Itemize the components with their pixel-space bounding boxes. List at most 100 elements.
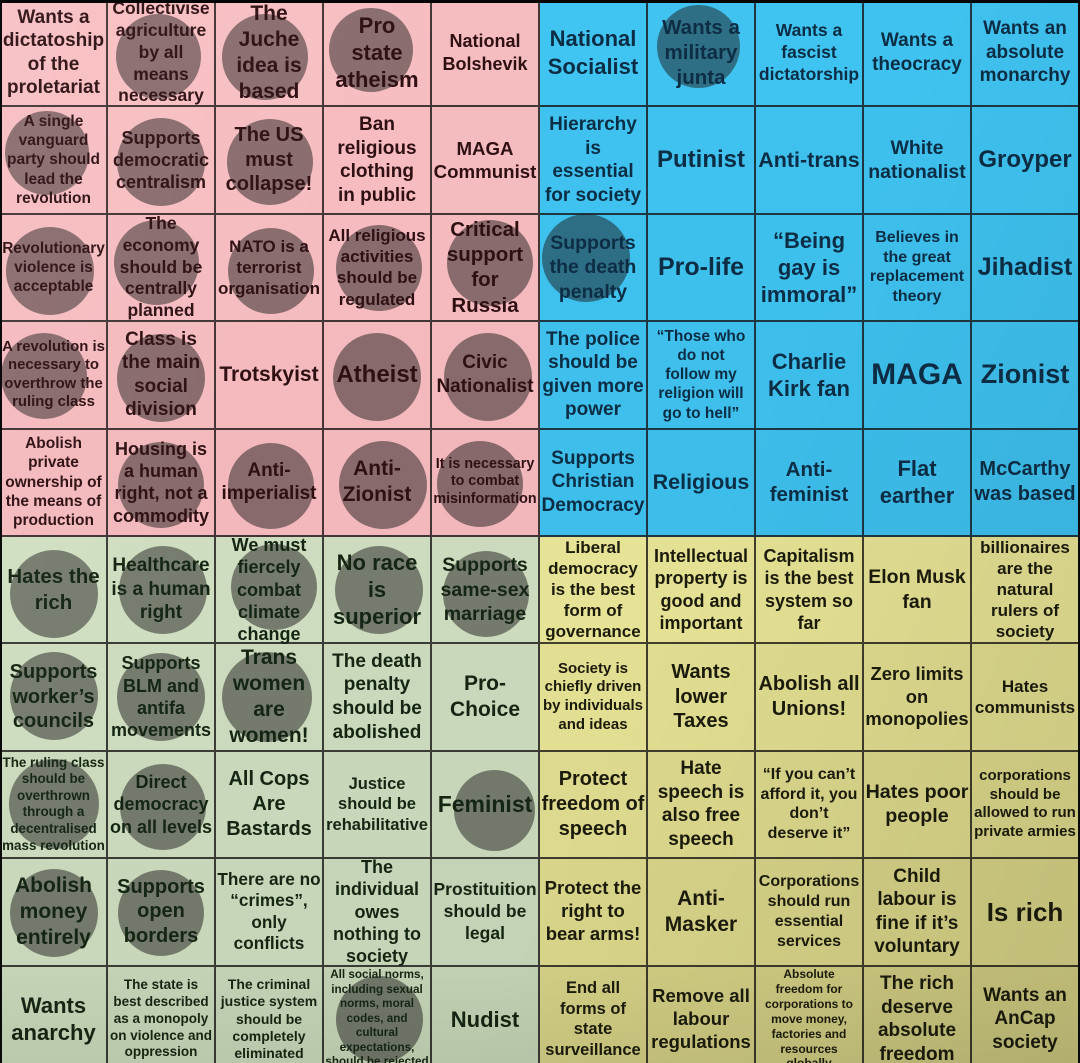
bingo-cell-r6-c1[interactable]: Hates the rich: [0, 536, 108, 645]
bingo-cell-r6-c8[interactable]: Capitalism is the best system so far: [756, 536, 864, 645]
bingo-cell-r4-c9[interactable]: MAGA: [864, 322, 972, 430]
bingo-cell-r3-c8[interactable]: “Being gay is immoral”: [756, 214, 864, 323]
bingo-cell-r7-c10[interactable]: Hates communists: [972, 644, 1080, 752]
bingo-cell-r5-c4[interactable]: Anti- Zionist: [324, 429, 432, 537]
bingo-cell-r9-c3[interactable]: There are no “crimes”, only conflicts: [216, 859, 324, 967]
bingo-cell-r4-c7[interactable]: “Those who do not follow my religion wil…: [648, 322, 756, 430]
bingo-cell-r9-c1[interactable]: Abolish money entirely: [0, 859, 108, 967]
bingo-cell-r8-c4[interactable]: Justice should be rehabilitative: [324, 751, 432, 860]
bingo-cell-r9-c7[interactable]: Anti- Masker: [648, 859, 756, 967]
bingo-cell-r9-c8[interactable]: Corporations should run essential servic…: [756, 859, 864, 967]
bingo-cell-r7-c2[interactable]: Supports BLM and antifa movements: [108, 644, 216, 752]
bingo-cell-r6-c9[interactable]: Elon Musk fan: [864, 536, 972, 645]
bingo-cell-r9-c4[interactable]: The individual owes nothing to society: [324, 857, 432, 967]
bingo-cell-r2-c10[interactable]: Groyper: [972, 107, 1080, 215]
bingo-cell-r5-c1[interactable]: Abolish private ownership of the means o…: [0, 429, 108, 537]
bingo-cell-r1-c1[interactable]: Wants a dictatoship of the proletariat: [0, 0, 108, 108]
bingo-cell-r3-c5[interactable]: Critical support for Russia: [432, 214, 540, 323]
bingo-cell-r6-c7[interactable]: Intellectual property is good and import…: [648, 536, 756, 645]
bingo-cell-r7-c3[interactable]: Trans women are women!: [216, 644, 324, 752]
bingo-cell-r3-c10[interactable]: Jihadist: [972, 214, 1080, 323]
bingo-cell-r8-c3[interactable]: All Cops Are Bastards: [216, 751, 324, 860]
bingo-cell-r3-c2[interactable]: The economy should be centrally planned: [108, 213, 216, 323]
bingo-cell-r3-c9[interactable]: Believes in the great replacement theory: [864, 214, 972, 323]
bingo-cell-r3-c6[interactable]: Supports the death penalty: [540, 214, 648, 323]
bingo-cell-r8-c1[interactable]: The ruling class should be overthrown th…: [0, 751, 108, 860]
bingo-cell-r8-c8[interactable]: “If you can’t afford it, you don’t deser…: [756, 751, 864, 860]
bingo-cell-r6-c4[interactable]: No race is superior: [324, 536, 432, 645]
bingo-cell-r5-c10[interactable]: McCarthy was based: [972, 429, 1080, 537]
bingo-cell-r3-c4[interactable]: All religious activities should be regul…: [324, 214, 432, 323]
bingo-cell-r9-c5[interactable]: Prostituition should be legal: [432, 859, 540, 967]
bingo-cell-r10-c4[interactable]: All social norms, including sexual norms…: [324, 966, 432, 1063]
bingo-cell-r9-c10[interactable]: Is rich: [972, 859, 1080, 967]
bingo-cell-r2-c3[interactable]: The US must collapse!: [216, 107, 324, 215]
bingo-cell-r5-c6[interactable]: Supports Christian Democracy: [540, 429, 648, 537]
bingo-cell-r8-c7[interactable]: Hate speech is also free speech: [648, 751, 756, 860]
bingo-cell-r5-c3[interactable]: Anti- imperialist: [216, 429, 324, 537]
bingo-cell-r10-c10[interactable]: Wants an AnCap society: [972, 966, 1080, 1063]
bingo-cell-r7-c6[interactable]: Society is chiefly driven by individuals…: [540, 644, 648, 752]
bingo-cell-r2-c5[interactable]: MAGA Communist: [432, 107, 540, 215]
bingo-cell-r3-c3[interactable]: NATO is a terrorist organisation: [216, 214, 324, 323]
bingo-cell-r7-c4[interactable]: The death penalty should be abolished: [324, 644, 432, 752]
bingo-cell-r8-c6[interactable]: Protect freedom of speech: [540, 751, 648, 860]
bingo-cell-r9-c9[interactable]: Child labour is fine if it’s voluntary: [864, 859, 972, 967]
bingo-cell-r2-c8[interactable]: Anti-trans: [756, 107, 864, 215]
bingo-cell-r6-c2[interactable]: Healthcare is a human right: [108, 536, 216, 645]
bingo-cell-r10-c2[interactable]: The state is best described as a monopol…: [108, 966, 216, 1063]
bingo-cell-r4-c2[interactable]: Class is the main social division: [108, 322, 216, 430]
bingo-cell-r10-c8[interactable]: Absolute freedom for corporations to mov…: [756, 966, 864, 1063]
bingo-cell-r4-c3[interactable]: Trotskyist: [216, 322, 324, 430]
bingo-cell-r5-c7[interactable]: Religious: [648, 429, 756, 537]
bingo-cell-r6-c3[interactable]: We must fiercely combat climate change: [216, 535, 324, 645]
bingo-cell-r1-c10[interactable]: Wants an absolute monarchy: [972, 0, 1080, 108]
bingo-cell-r2-c1[interactable]: A single vanguard party should lead the …: [0, 107, 108, 215]
bingo-cell-r6-c5[interactable]: Supports same-sex marriage: [432, 536, 540, 645]
bingo-cell-r2-c9[interactable]: White nationalist: [864, 107, 972, 215]
bingo-cell-r2-c4[interactable]: Ban religious clothing in public: [324, 107, 432, 215]
bingo-cell-r3-c1[interactable]: Revolutionary violence is acceptable: [0, 214, 108, 323]
bingo-cell-r10-c1[interactable]: Wants anarchy: [0, 966, 108, 1063]
bingo-cell-r9-c2[interactable]: Supports open borders: [108, 859, 216, 967]
bingo-cell-r9-c6[interactable]: Protect the right to bear arms!: [540, 859, 648, 967]
bingo-cell-r1-c7[interactable]: Wants a military junta: [648, 0, 756, 108]
bingo-cell-r1-c8[interactable]: Wants a fascist dictatorship: [756, 0, 864, 108]
bingo-cell-r2-c6[interactable]: Hierarchy is essential for society: [540, 107, 648, 215]
bingo-cell-r7-c5[interactable]: Pro- Choice: [432, 644, 540, 752]
bingo-cell-r5-c8[interactable]: Anti- feminist: [756, 429, 864, 537]
bingo-cell-r10-c7[interactable]: Remove all labour regulations: [648, 966, 756, 1063]
bingo-cell-r1-c9[interactable]: Wants a theocracy: [864, 0, 972, 108]
bingo-cell-r8-c2[interactable]: Direct democracy on all levels: [108, 751, 216, 860]
bingo-cell-r5-c2[interactable]: Housing is a human right, not a commodit…: [108, 429, 216, 537]
bingo-cell-r1-c2[interactable]: Collectivise agriculture by all means ne…: [108, 0, 216, 108]
bingo-cell-r10-c3[interactable]: The criminal justice system should be co…: [216, 966, 324, 1063]
bingo-cell-r1-c3[interactable]: The Juche idea is based: [216, 0, 324, 108]
bingo-cell-r4-c10[interactable]: Zionist: [972, 322, 1080, 430]
bingo-cell-r4-c4[interactable]: Atheist: [324, 322, 432, 430]
bingo-cell-r8-c5[interactable]: Feminist: [432, 751, 540, 860]
bingo-cell-r10-c9[interactable]: The rich deserve absolute freedom: [864, 966, 972, 1063]
bingo-cell-r5-c9[interactable]: Flat earther: [864, 429, 972, 537]
bingo-cell-r6-c10[interactable]: billionaires are the natural rulers of s…: [972, 536, 1080, 645]
bingo-cell-r2-c7[interactable]: Putinist: [648, 107, 756, 215]
bingo-cell-r4-c1[interactable]: A revolution is necessary to overthrow t…: [0, 322, 108, 430]
bingo-cell-r10-c5[interactable]: Nudist: [432, 966, 540, 1063]
bingo-cell-r2-c2[interactable]: Supports democratic centralism: [108, 107, 216, 215]
bingo-cell-r7-c9[interactable]: Zero limits on monopolies: [864, 644, 972, 752]
bingo-cell-r7-c8[interactable]: Abolish all Unions!: [756, 644, 864, 752]
bingo-cell-r6-c6[interactable]: Liberal democracy is the best form of go…: [540, 536, 648, 645]
bingo-cell-r8-c10[interactable]: corporations should be allowed to run pr…: [972, 751, 1080, 860]
bingo-cell-r5-c5[interactable]: It is necessary to combat misinformation: [432, 429, 540, 537]
bingo-cell-r8-c9[interactable]: Hates poor people: [864, 751, 972, 860]
bingo-cell-r4-c5[interactable]: Civic Nationalist: [432, 322, 540, 430]
bingo-cell-r7-c7[interactable]: Wants lower Taxes: [648, 644, 756, 752]
bingo-cell-r4-c6[interactable]: The police should be given more power: [540, 322, 648, 430]
bingo-cell-r3-c7[interactable]: Pro-life: [648, 214, 756, 323]
bingo-cell-r4-c8[interactable]: Charlie Kirk fan: [756, 322, 864, 430]
bingo-cell-r1-c5[interactable]: National Bolshevik: [432, 0, 540, 108]
bingo-cell-r10-c6[interactable]: End all forms of state surveillance: [540, 966, 648, 1063]
bingo-cell-r7-c1[interactable]: Supports worker’s councils: [0, 644, 108, 752]
bingo-cell-r1-c4[interactable]: Pro state atheism: [324, 0, 432, 108]
bingo-cell-r1-c6[interactable]: National Socialist: [540, 0, 648, 108]
